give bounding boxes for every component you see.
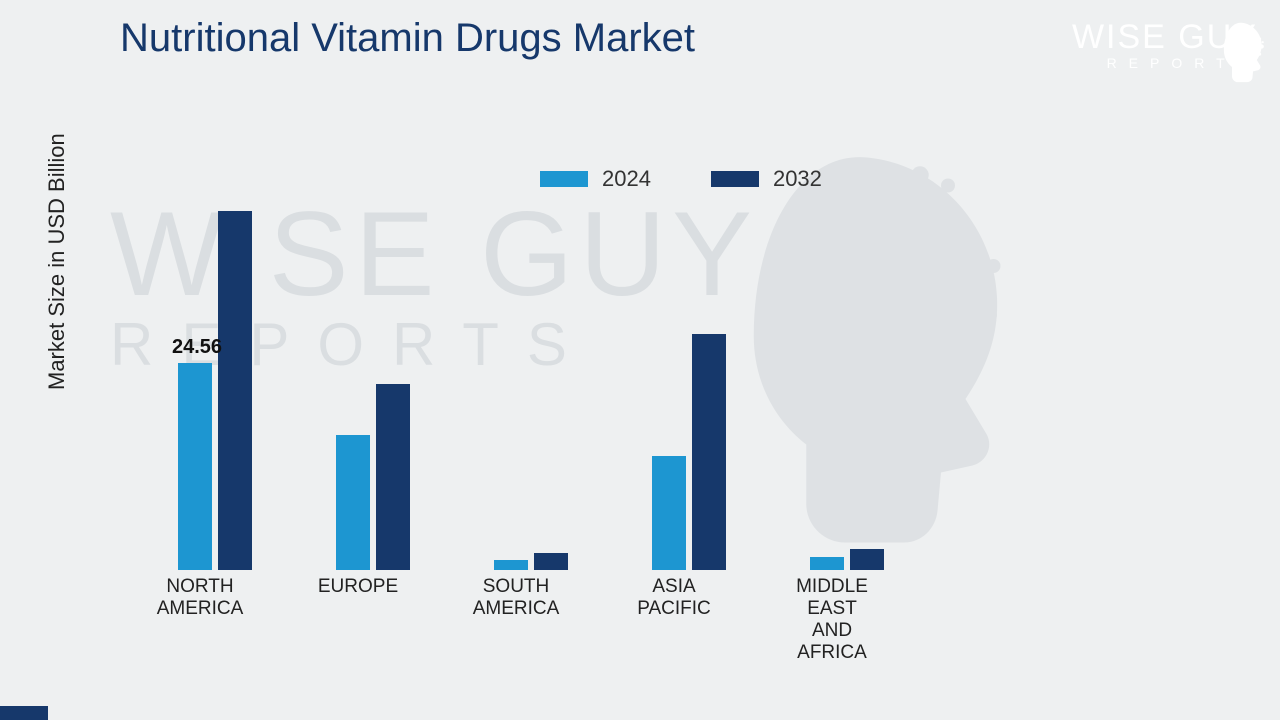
bar-group xyxy=(614,190,734,570)
bar-2032 xyxy=(692,334,726,570)
legend-label-2024: 2024 xyxy=(602,166,651,192)
data-label: 24.56 xyxy=(172,336,222,359)
y-axis-label: Market Size in USD Billion xyxy=(44,133,70,390)
legend-swatch-2032 xyxy=(711,171,759,187)
bar-2024 xyxy=(494,560,528,570)
plot-area: 24.56 xyxy=(130,190,920,570)
bar-group xyxy=(298,190,418,570)
category-label: MIDDLEEASTANDAFRICA xyxy=(757,576,907,663)
bar-2032 xyxy=(218,211,252,570)
bar-2032 xyxy=(376,384,410,570)
bar-group: 24.56 xyxy=(140,190,260,570)
bar-2024 xyxy=(178,363,212,570)
bar-2024 xyxy=(652,456,686,570)
category-label: EUROPE xyxy=(283,576,433,598)
category-label: SOUTHAMERICA xyxy=(441,576,591,620)
legend-item-2024: 2024 xyxy=(540,166,651,192)
legend-item-2032: 2032 xyxy=(711,166,822,192)
bar-group xyxy=(772,190,892,570)
legend-swatch-2024 xyxy=(540,171,588,187)
legend-label-2032: 2032 xyxy=(773,166,822,192)
bar-2024 xyxy=(810,557,844,570)
logo-head-icon xyxy=(1212,20,1266,86)
bar-2032 xyxy=(534,553,568,570)
category-label: NORTHAMERICA xyxy=(125,576,275,620)
bar-2032 xyxy=(850,549,884,570)
chart-title: Nutritional Vitamin Drugs Market xyxy=(120,16,695,61)
legend: 2024 2032 xyxy=(540,166,822,192)
stage: WISE GUY REPORTS Nutritional Vitamin Dru… xyxy=(0,0,1280,720)
category-label: ASIAPACIFIC xyxy=(599,576,749,620)
bar-chart: Market Size in USD Billion 24.56 NORTHAM… xyxy=(100,190,920,590)
bar-2024 xyxy=(336,435,370,570)
bar-group xyxy=(456,190,576,570)
bottom-accent-bar xyxy=(0,706,48,720)
